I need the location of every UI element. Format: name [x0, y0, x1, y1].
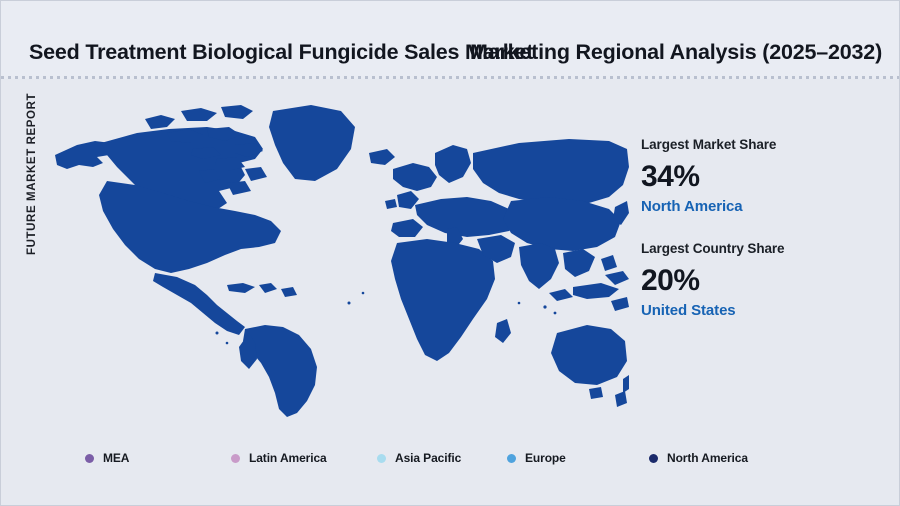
legend-dot-icon [231, 453, 240, 463]
world-map-svg [55, 105, 629, 417]
legend-dot-icon [507, 453, 516, 463]
world-map [49, 97, 629, 417]
stats-panel: Largest Market Share 34% North America L… [641, 137, 881, 345]
stat-block-market-share: Largest Market Share 34% North America [641, 137, 881, 215]
brand-vertical-label: FUTURE MARKET REPORT [26, 92, 38, 255]
page-title-primary: Seed Treatment Biological Fungicide Sale… [29, 40, 534, 64]
legend-item-asia-pacific[interactable]: Asia Pacific [377, 447, 461, 469]
legend-item-europe[interactable]: Europe [507, 447, 566, 469]
header-divider [1, 76, 899, 79]
page-title-overlay: Marketing Regional Analysis (2025–2032) [470, 40, 883, 64]
legend-label-europe: Europe [525, 451, 566, 465]
legend-label-latin-america: Latin America [249, 451, 327, 465]
page-title: Seed Treatment Biological Fungicide Sale… [1, 37, 899, 67]
stat-value-market-share: 34% [641, 160, 700, 193]
legend-item-north-america[interactable]: North America [649, 447, 748, 469]
header-bar: Seed Treatment Biological Fungicide Sale… [1, 1, 899, 79]
legend-item-mea[interactable]: MEA [85, 447, 129, 469]
stat-block-country-share: Largest Country Share 20% United States [641, 241, 881, 319]
legend-dot-icon [377, 453, 386, 463]
stat-value-country-share: 20% [641, 264, 700, 297]
map-landmasses [55, 105, 629, 417]
stat-region-market-share: North America [641, 198, 743, 215]
stat-region-country-share: United States [641, 302, 736, 319]
legend-item-latin-america[interactable]: Latin America [231, 447, 327, 469]
legend-dot-icon [85, 453, 94, 463]
legend-label-north-america: North America [667, 451, 748, 465]
stat-label-market-share: Largest Market Share [641, 137, 777, 152]
stat-label-country-share: Largest Country Share [641, 241, 785, 256]
map-legend: MEA Latin America Asia Pacific Europe No… [85, 447, 805, 469]
legend-label-mea: MEA [103, 451, 130, 465]
legend-dot-icon [649, 453, 658, 463]
legend-label-asia-pacific: Asia Pacific [395, 451, 462, 465]
